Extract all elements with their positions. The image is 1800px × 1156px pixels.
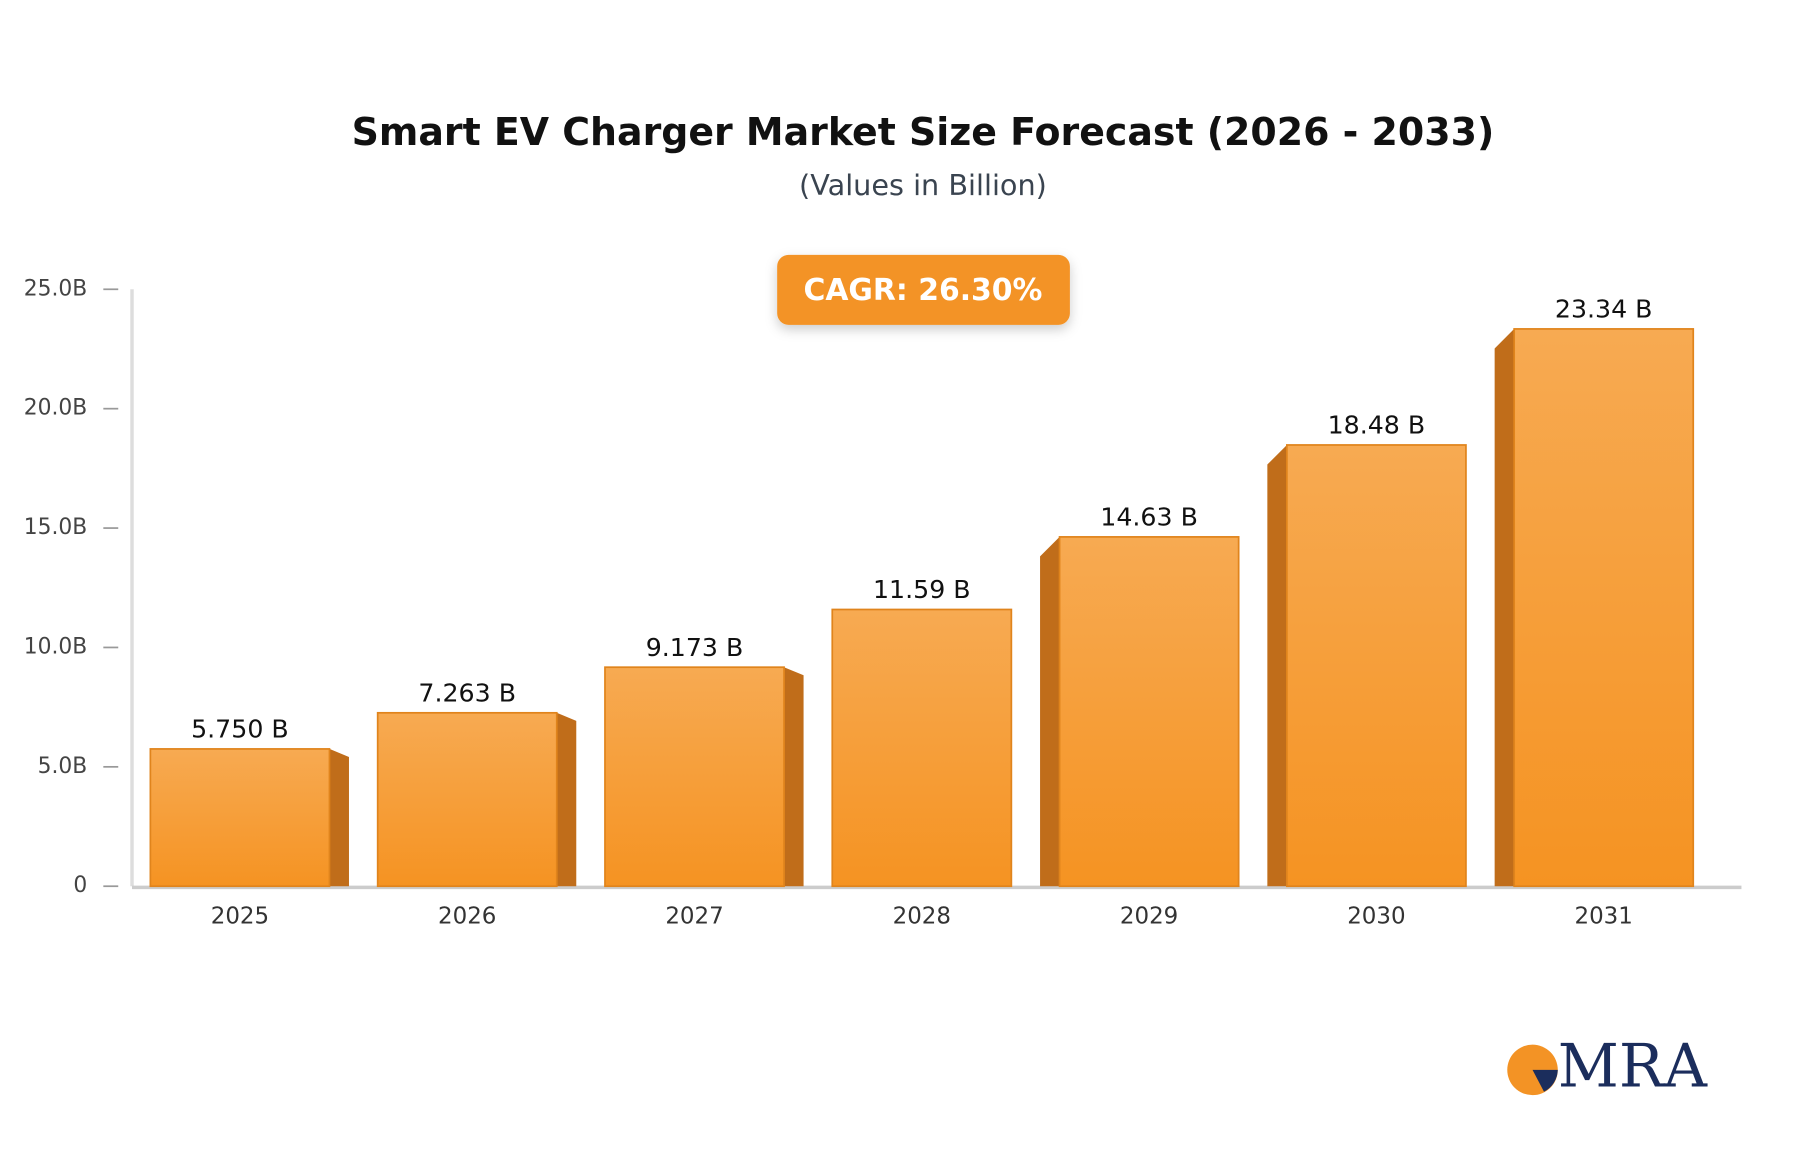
bar-side — [1040, 536, 1060, 887]
value-label: 11.59 B — [873, 575, 971, 604]
bar-side — [556, 712, 577, 887]
chart-title: Smart EV Charger Market Size Forecast (2… — [352, 110, 1495, 154]
value-label: 18.48 B — [1328, 411, 1426, 440]
y-tick-label: 10.0B — [24, 634, 87, 659]
x-tick-label: 2031 — [1575, 904, 1633, 930]
chart-subtitle: (Values in Billion) — [799, 168, 1047, 202]
x-tick-label: 2030 — [1347, 904, 1405, 930]
value-label: 9.173 B — [646, 633, 744, 662]
y-tick-label: 20.0B — [24, 396, 87, 421]
value-label: 5.750 B — [191, 715, 289, 744]
logo-icon-slice — [1532, 1069, 1558, 1092]
bar-side — [1267, 444, 1287, 887]
bar — [149, 748, 331, 888]
x-tick-label: 2025 — [211, 904, 269, 930]
x-tick-label: 2026 — [438, 904, 496, 930]
bar — [1513, 328, 1695, 888]
y-tick-label: 0 — [73, 873, 87, 898]
y-tick-label: 15.0B — [24, 515, 87, 540]
bar — [1058, 536, 1240, 888]
value-label: 14.63 B — [1100, 503, 1198, 532]
y-tick-label: 25.0B — [24, 276, 87, 301]
bar — [376, 711, 558, 888]
value-label: 23.34 B — [1555, 295, 1653, 324]
x-tick-label: 2027 — [665, 904, 723, 930]
cagr-label: CAGR: 26.30% — [803, 273, 1042, 308]
logo-text: MRA — [1558, 1033, 1708, 1102]
bar — [604, 666, 785, 888]
bar — [1286, 444, 1467, 888]
bar-side — [329, 748, 349, 887]
value-label: 7.263 B — [418, 678, 516, 707]
bar-side — [784, 667, 804, 887]
x-tick-label: 2029 — [1120, 904, 1178, 930]
bar — [831, 608, 1013, 888]
cagr-badge — [777, 254, 1070, 325]
y-tick-label: 5.0B — [38, 754, 88, 779]
x-tick-label: 2028 — [893, 904, 951, 930]
bar-side — [1494, 328, 1515, 887]
